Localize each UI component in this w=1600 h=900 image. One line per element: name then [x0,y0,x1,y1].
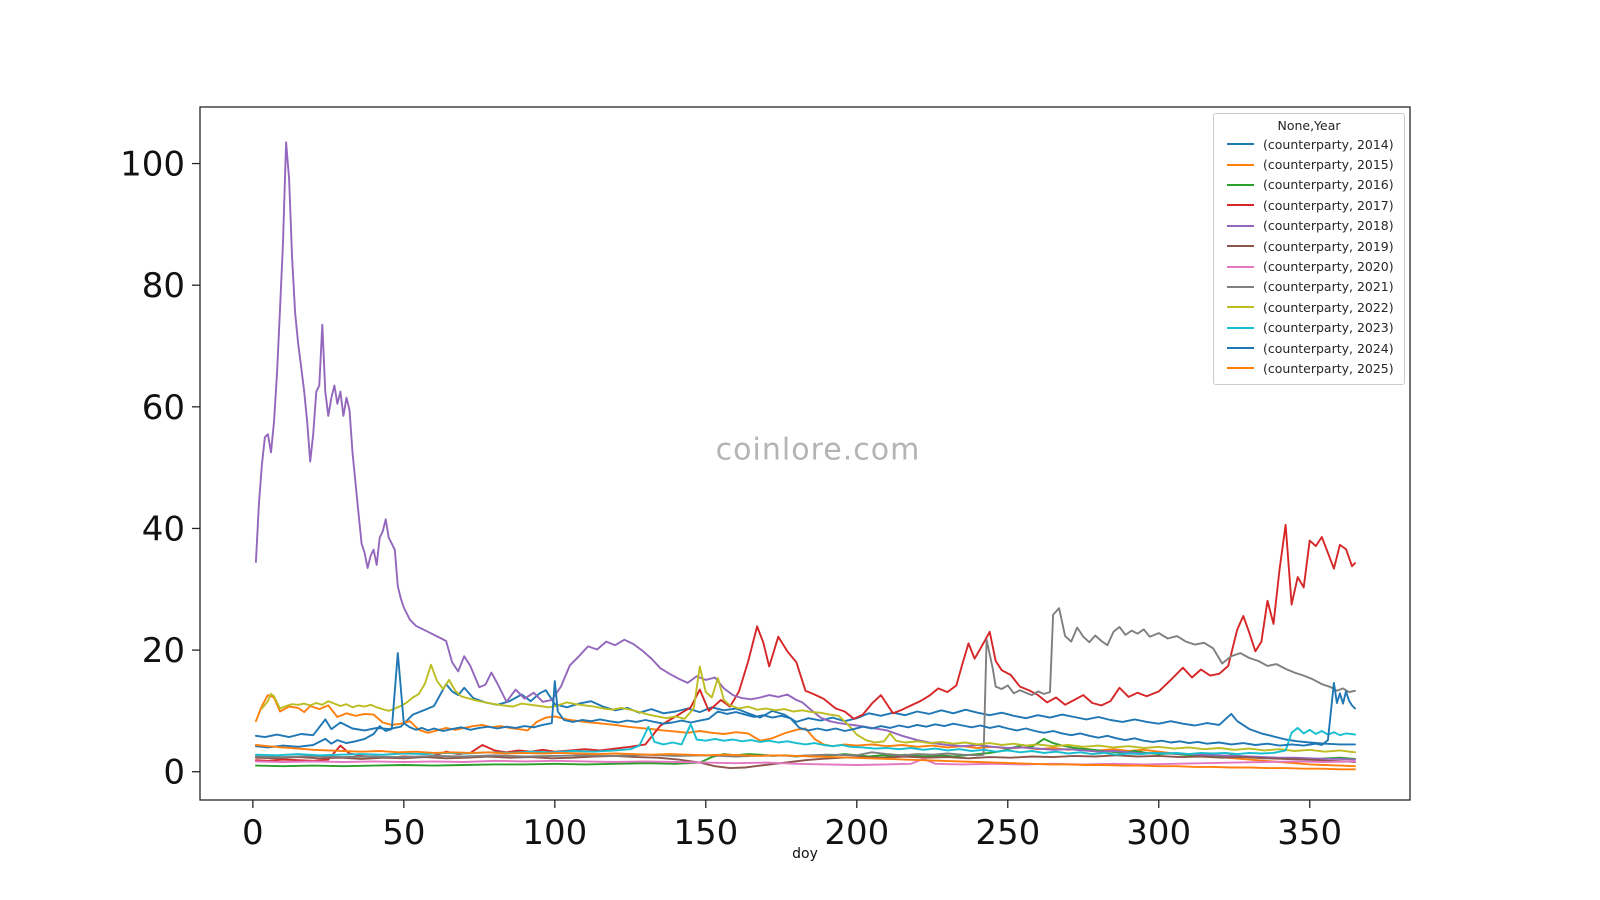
series-line-2019 [254,754,1356,770]
legend-entry: (counterparty, 2023) [1220,318,1398,338]
legend-entry: (counterparty, 2022) [1220,297,1398,317]
legend-entry: (counterparty, 2021) [1220,277,1398,297]
series-line-2016 [254,737,1356,768]
x-axis-label: doy [792,846,818,862]
legend-line-swatch [1227,163,1254,166]
x-tick-label: 150 [673,813,738,853]
legend-line-swatch [1227,367,1254,370]
legend-entry: (counterparty, 2025) [1220,358,1398,378]
x-tick-label: 250 [975,813,1040,853]
x-tick-label: 0 [242,813,264,853]
watermark: coinlore.com [715,432,921,468]
legend-label: (counterparty, 2017) [1263,197,1394,213]
legend-line-swatch [1227,204,1254,207]
legend-entries: (counterparty, 2014) (counterparty, 2015)… [1220,134,1398,379]
legend-label: (counterparty, 2020) [1263,259,1394,275]
legend-label: (counterparty, 2025) [1263,360,1394,376]
legend-line-swatch [1227,183,1254,186]
y-tick-label: 80 [142,266,185,306]
series-line-2020 [254,757,1356,766]
legend-entry: (counterparty, 2024) [1220,338,1398,358]
legend-entry: (counterparty, 2020) [1220,256,1398,276]
legend-label: (counterparty, 2021) [1263,279,1394,295]
legend-label: (counterparty, 2022) [1263,299,1394,315]
series-line-2015 [254,694,1356,768]
legend-label: (counterparty, 2014) [1263,136,1394,152]
y-tick-label: 60 [142,388,185,428]
series-line-2025 [254,744,1356,771]
series-line-2018 [254,141,1356,761]
legend-line-swatch [1227,245,1254,248]
y-tick-label: 0 [163,753,185,793]
legend-line-swatch [1227,347,1254,350]
legend-line-swatch [1227,143,1254,146]
plot-border [199,106,1411,801]
legend-line-swatch [1227,265,1254,268]
series-line-2024 [254,652,1356,749]
legend-entry: (counterparty, 2018) [1220,216,1398,236]
legend: None,Year (counterparty, 2014) (counterpa… [1213,113,1405,385]
y-tick-label: 20 [142,631,185,671]
legend-label: (counterparty, 2024) [1263,340,1394,356]
legend-label: (counterparty, 2015) [1263,157,1394,173]
y-tick-label: 100 [120,145,185,185]
x-tick-label: 350 [1277,813,1342,853]
legend-label: (counterparty, 2023) [1263,320,1394,336]
x-tick-label: 100 [522,813,587,853]
legend-line-swatch [1227,306,1254,309]
legend-title: None,Year [1277,118,1341,133]
legend-line-swatch [1227,224,1254,227]
legend-label: (counterparty, 2018) [1263,218,1394,234]
x-tick-label: 300 [1126,813,1191,853]
series-line-2021 [254,607,1356,759]
y-tick-label: 40 [142,509,185,549]
legend-label: (counterparty, 2019) [1263,238,1394,254]
series-line-2023 [254,723,1356,757]
series-line-2022 [260,663,1356,754]
legend-line-swatch [1227,326,1254,329]
series-line-2014 [254,683,1356,746]
legend-line-swatch [1227,285,1254,288]
legend-entry: (counterparty, 2016) [1220,175,1398,195]
legend-entry: (counterparty, 2017) [1220,195,1398,215]
legend-entry: (counterparty, 2015) [1220,154,1398,174]
x-tick-label: 50 [382,813,425,853]
legend-label: (counterparty, 2016) [1263,177,1394,193]
legend-entry: (counterparty, 2019) [1220,236,1398,256]
x-tick-label: 200 [824,813,889,853]
legend-entry: (counterparty, 2014) [1220,134,1398,154]
